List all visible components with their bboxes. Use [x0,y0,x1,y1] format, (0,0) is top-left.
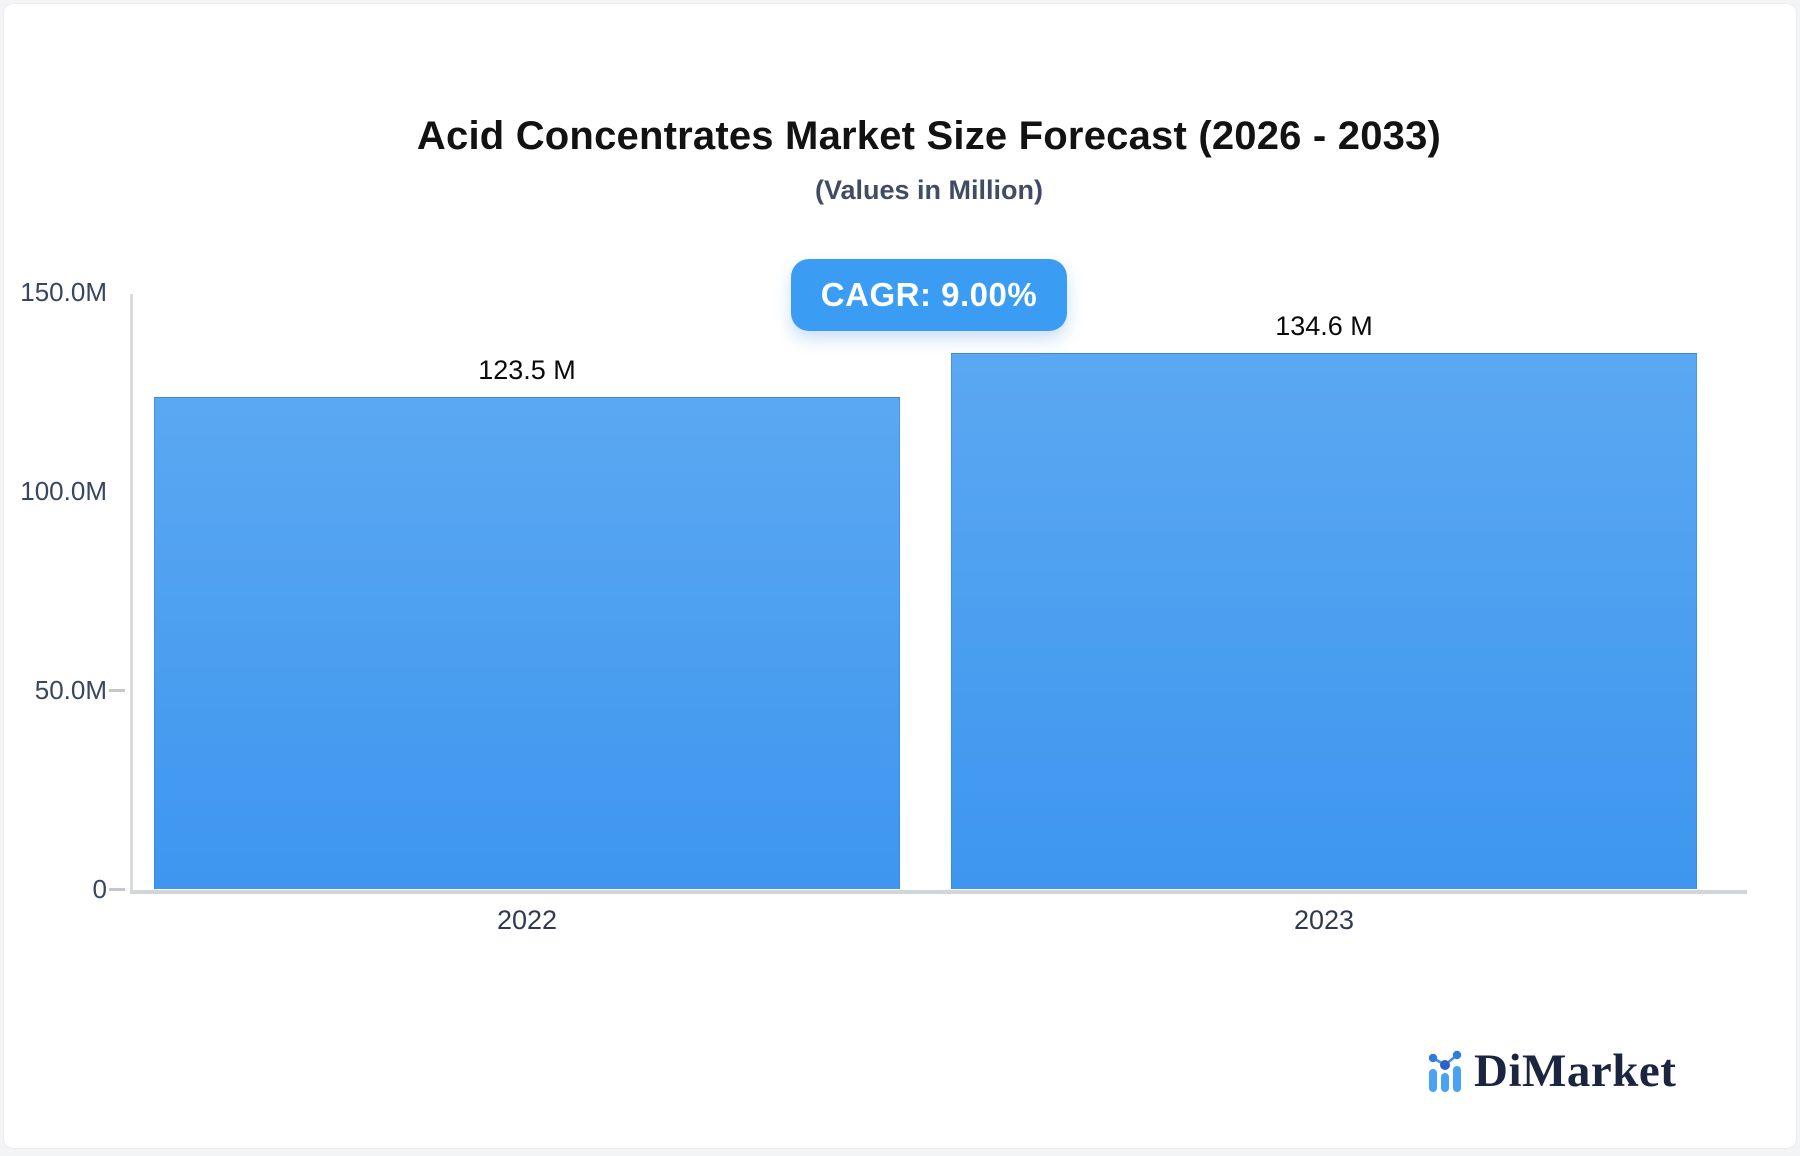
x-axis-line [130,890,1747,894]
bar-chart-logo-icon [1428,1050,1462,1092]
logo-text: DiMarket [1474,1045,1677,1097]
bar-2022 [154,397,900,889]
y-axis-tick-mark [109,888,125,891]
bar-value-label: 123.5 M [478,355,576,385]
cagr-badge: CAGR: 9.00% [791,259,1067,331]
chart-title: Acid Concentrates Market Size Forecast (… [416,114,1442,158]
bar-2023 [951,353,1697,889]
y-axis-tick-label: 150.0M [20,277,107,307]
chart-card: Acid Concentrates Market Size Forecast (… [3,3,1797,1149]
y-axis-tick-label: 100.0M [20,476,107,506]
logo: DiMarket [1428,1047,1676,1095]
y-axis-tick-mark [109,689,125,692]
x-axis-category-label: 2022 [496,905,558,935]
y-axis-line [130,294,133,891]
chart-subtitle: (Values in Million) [814,175,1044,205]
bar-value-label: 134.6 M [1275,311,1373,341]
y-axis-tick-label: 50.0M [34,675,107,705]
y-axis-tick-label: 0 [92,874,107,904]
x-axis-category-label: 2023 [1293,905,1355,935]
